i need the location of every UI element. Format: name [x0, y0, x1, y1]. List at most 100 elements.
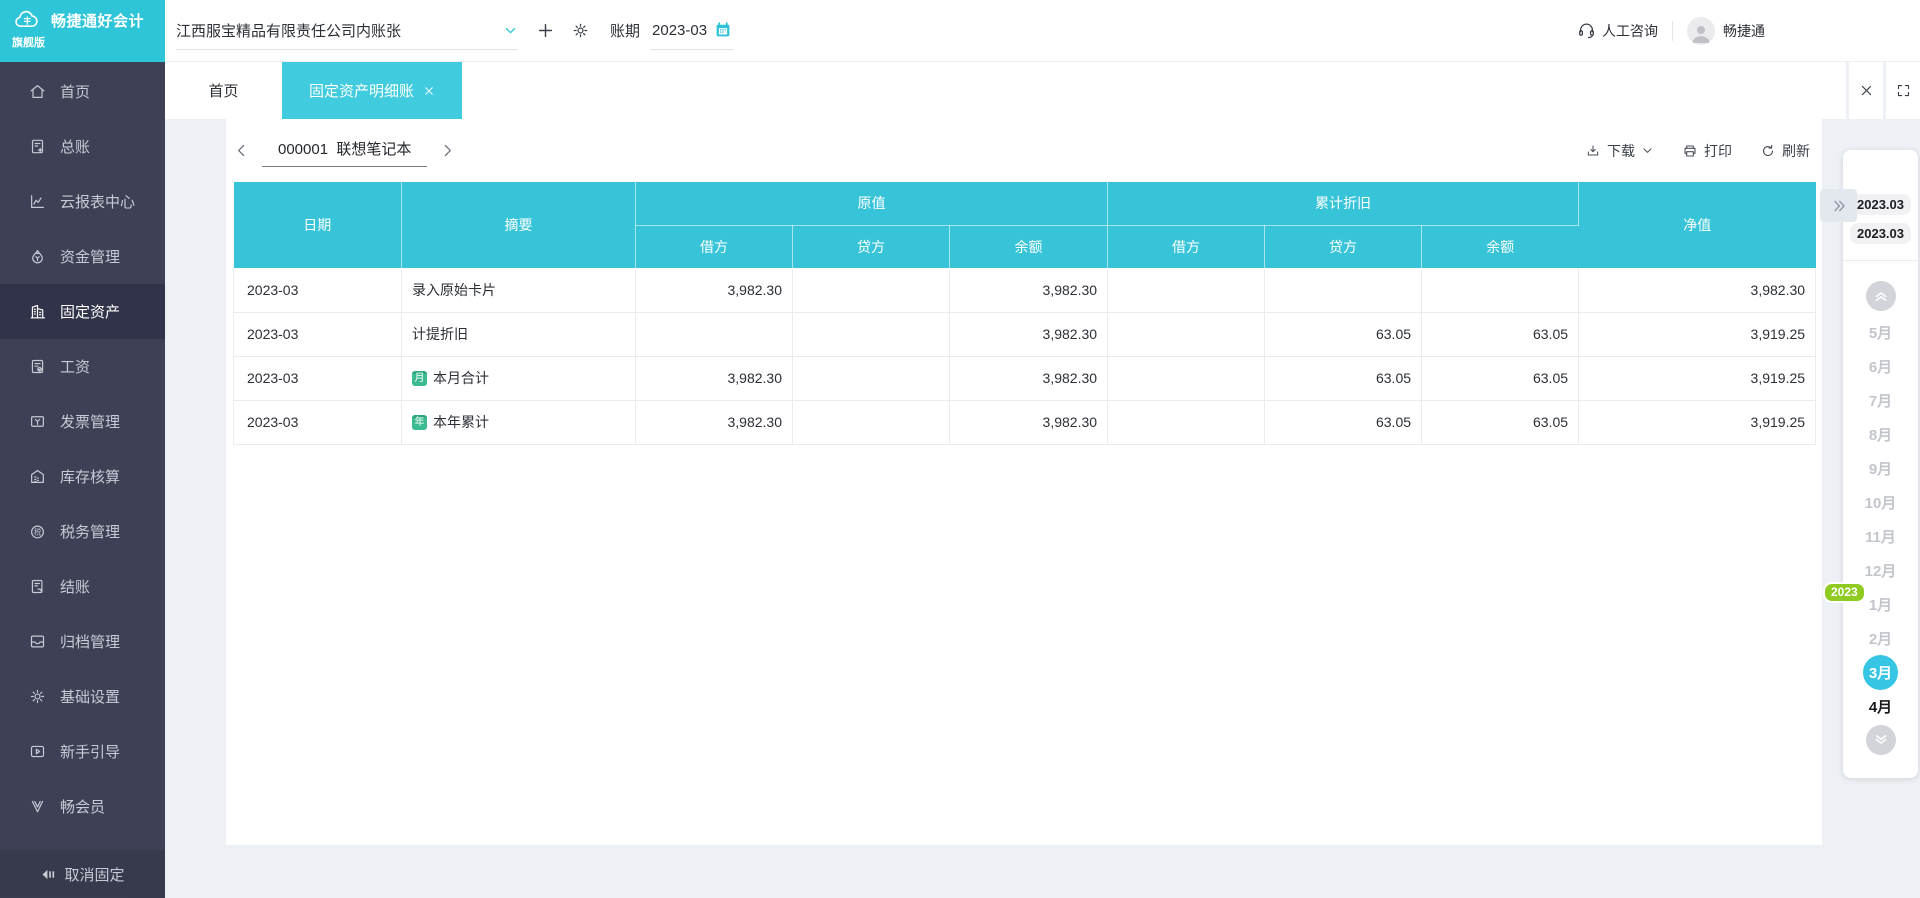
fullscreen-icon[interactable]: [1883, 62, 1920, 119]
asset-code-field[interactable]: 000001 联想笔记本: [262, 135, 428, 167]
tab-1[interactable]: 固定资产明细账: [282, 62, 462, 119]
table-row[interactable]: 2023-03 录入原始卡片 3,982.30 3,982.30 3,982.30: [233, 267, 1817, 313]
topbar-right: 人工咨询 畅捷通: [1577, 16, 1765, 45]
period-panel: 2023.03 2023.03 5月 6月 7月 8月 9月 10月 11月 12月 1月 2月 3…: [1823, 150, 1918, 778]
sidebar-item-4[interactable]: 固定资产: [0, 284, 165, 339]
tab-close-icon[interactable]: [423, 85, 435, 97]
sidebar-item-8[interactable]: 税 税务管理: [0, 504, 165, 559]
cell-date: 2023-03: [233, 399, 402, 445]
sidebar-item-label: 云报表中心: [60, 194, 136, 211]
sidebar-item-0[interactable]: 首页: [0, 64, 165, 119]
sidebar-item-3[interactable]: 资金管理: [0, 229, 165, 284]
col-net-value: 净值: [1578, 182, 1816, 269]
sidebar-item-11[interactable]: 基础设置: [0, 669, 165, 724]
tabbar: 首页 固定资产明细账: [165, 62, 1920, 119]
add-account-set-button[interactable]: [536, 21, 555, 40]
month-item-2月[interactable]: 2月: [1868, 630, 1893, 648]
panel-expander-button[interactable]: [1820, 189, 1857, 222]
month-item-8月[interactable]: 8月: [1868, 426, 1893, 444]
month-item-7月[interactable]: 7月: [1868, 392, 1893, 410]
user-name[interactable]: 畅捷通: [1723, 22, 1765, 39]
funds-icon: [28, 247, 47, 266]
closing-icon: [28, 577, 47, 596]
divider: [1843, 260, 1918, 261]
month-item-5月[interactable]: 5月: [1868, 324, 1893, 342]
cell-net: 3,919.25: [1578, 355, 1817, 401]
collapse-icon: [40, 866, 57, 883]
calendar-chip-icon: 月: [412, 370, 427, 386]
tab-label: 首页: [208, 83, 239, 100]
refresh-button[interactable]: 刷新: [1760, 141, 1810, 161]
month-item-1月[interactable]: 1月: [1868, 596, 1893, 614]
table-row[interactable]: 2023-03 月本月合计 3,982.30 3,982.30 63.05 63.05 3,…: [233, 355, 1817, 401]
sidebar-item-5[interactable]: 工资: [0, 339, 165, 394]
sidebar-item-7[interactable]: 库存核算: [0, 449, 165, 504]
cell-dep_credit: 63.05: [1264, 355, 1423, 401]
cell-ov_credit: [792, 399, 950, 445]
cell-dep_credit: 63.05: [1264, 311, 1423, 357]
sidebar-item-1[interactable]: 总账: [0, 119, 165, 174]
period-picker[interactable]: 2023-03: [650, 12, 735, 50]
month-item-12月[interactable]: 12月: [1864, 562, 1897, 580]
topbar: 江西服宝精品有限责任公司内账张 账期 2023-03: [165, 0, 1920, 62]
cell-ov_debit: 3,982.30: [635, 399, 793, 445]
col-ov-credit: 贷方: [792, 225, 950, 269]
sidebar-item-13[interactable]: 畅会员: [0, 779, 165, 834]
scroll-down-button[interactable]: [1865, 725, 1896, 755]
month-item-4月[interactable]: 4月: [1868, 698, 1893, 716]
fixed-asset-ledger-card: 000001 联想笔记本 下载 打印 刷新: [226, 119, 1822, 845]
print-button[interactable]: 打印: [1682, 141, 1732, 161]
sidebar-item-label: 畅会员: [60, 799, 106, 816]
support-button[interactable]: 人工咨询: [1577, 21, 1658, 41]
window-controls: [1846, 62, 1920, 119]
tab-0[interactable]: 首页: [165, 62, 282, 119]
selected-month: 3月: [1863, 654, 1898, 690]
cell-dep_balance: [1421, 267, 1580, 313]
month-item-11月[interactable]: 11月: [1865, 528, 1896, 546]
cell-dep_credit: [1264, 267, 1423, 313]
double-chevron-down-icon: [1875, 735, 1886, 744]
col-dep-debit: 借方: [1107, 225, 1266, 269]
next-asset-icon[interactable]: [439, 142, 456, 159]
settings-gear-icon[interactable]: [571, 21, 590, 40]
month-item-9月[interactable]: 9月: [1868, 460, 1893, 478]
cell-ov_balance: 3,982.30: [948, 267, 1109, 313]
cell-ov_debit: [635, 311, 793, 357]
period-bottom[interactable]: 2023.03: [1850, 223, 1911, 244]
period-top[interactable]: 2023.03: [1850, 194, 1911, 215]
sidebar-item-9[interactable]: 结账: [0, 559, 165, 614]
avatar[interactable]: [1687, 16, 1715, 45]
ledger-table-header: 日期 摘要 原值 累计折旧 净值 借方 贷方 余额 借方 贷方 余额: [233, 182, 1816, 269]
table-row[interactable]: 2023-03 计提折旧 3,982.30 63.05 63.05 3,919.25: [233, 311, 1817, 357]
month-item-3月[interactable]: 3月: [1843, 654, 1918, 690]
sidebar-item-6[interactable]: 发票管理: [0, 394, 165, 449]
sidebar-item-12[interactable]: 新手引导: [0, 724, 165, 779]
chevron-down-icon: [1643, 148, 1652, 153]
close-icon[interactable]: [1846, 62, 1883, 119]
scroll-up-button[interactable]: [1865, 281, 1896, 311]
sidebar-item-2[interactable]: 云报表中心: [0, 174, 165, 229]
month-item-6月[interactable]: 6月: [1868, 358, 1893, 376]
month-item-10月[interactable]: 10月: [1864, 494, 1897, 512]
download-button[interactable]: 下载: [1585, 141, 1654, 161]
cell-ov_debit: 3,982.30: [635, 355, 793, 401]
cell-ov_balance: 3,982.30: [948, 311, 1109, 357]
collapse-label: 取消固定: [64, 866, 125, 884]
tab-label: 固定资产明细账: [308, 83, 414, 100]
cell-dep_debit: [1107, 399, 1266, 445]
cell-ov_credit: [792, 311, 950, 357]
inventory-icon: [28, 467, 47, 486]
divider: [1672, 20, 1673, 41]
col-group-original-value: 原值: [635, 182, 1109, 226]
guide-icon: [28, 742, 47, 761]
table-row[interactable]: 2023-03 年本年累计 3,982.30 3,982.30 63.05 63.05 3,…: [233, 399, 1817, 445]
unpin-sidebar-button[interactable]: 取消固定: [0, 850, 165, 898]
svg-text:税: 税: [34, 528, 41, 537]
headset-icon: [1577, 21, 1596, 40]
sidebar-item-10[interactable]: 归档管理: [0, 614, 165, 669]
company-select[interactable]: 江西服宝精品有限责任公司内账张: [176, 12, 518, 50]
cell-summary: 计提折旧: [401, 311, 636, 357]
prev-asset-icon[interactable]: [233, 142, 250, 159]
settings-icon: [28, 687, 47, 706]
col-dep-credit: 贷方: [1264, 225, 1423, 269]
